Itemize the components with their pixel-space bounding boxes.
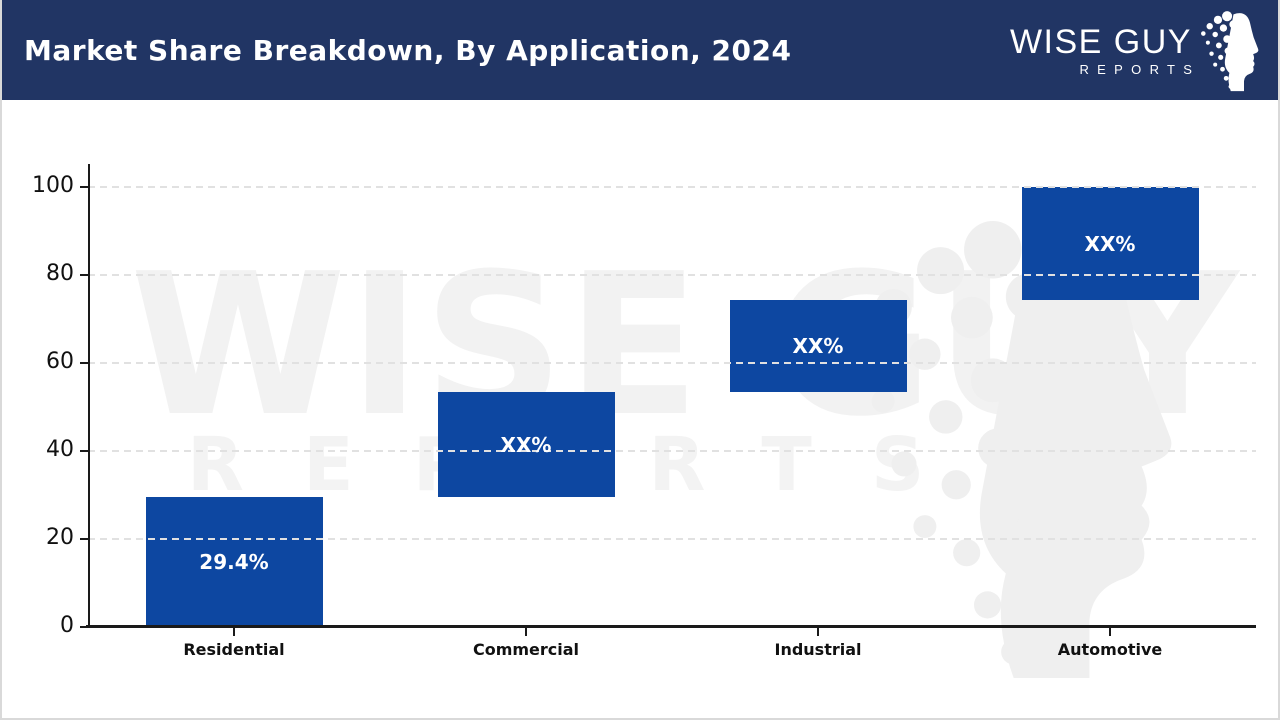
bar-value-label: XX% [500, 432, 552, 457]
y-tick-mark [80, 274, 88, 276]
x-tick-mark [817, 628, 819, 636]
x-tick-label: Residential [183, 640, 285, 659]
chart-title: Market Share Breakdown, By Application, … [24, 33, 792, 67]
bar-residential [145, 497, 323, 627]
logo-text: WISE GUY REPORTS [1010, 25, 1192, 76]
x-tick-label: Industrial [774, 640, 862, 659]
grid-line [88, 186, 1256, 188]
bar-industrial [729, 300, 907, 392]
x-tick-label: Commercial [472, 640, 580, 659]
y-tick-label: 0 [60, 613, 74, 638]
y-axis-line [88, 164, 90, 627]
grid-line [88, 538, 1256, 540]
y-tick-label: 20 [46, 525, 74, 550]
x-axis-line [86, 625, 1256, 628]
wise-guy-reports-logo: WISE GUY REPORTS [1010, 7, 1260, 93]
logo-wordmark: WISE GUY [1009, 22, 1192, 61]
x-tick-mark [233, 628, 235, 636]
y-tick-mark [80, 362, 88, 364]
dotted-head-icon [1201, 11, 1259, 92]
y-tick-mark [80, 186, 88, 188]
y-tick-mark [80, 450, 88, 452]
y-tick-label: 100 [32, 173, 74, 198]
bar-value-label: 29.4% [199, 550, 269, 574]
bar-value-label: XX% [1084, 231, 1136, 256]
y-tick-mark [80, 626, 88, 628]
grid-line [88, 274, 1256, 276]
x-tick-label: Automotive [1057, 640, 1163, 659]
x-tick-mark [525, 628, 527, 636]
bar-commercial [437, 392, 615, 497]
grid-line [88, 362, 1256, 364]
y-tick-label: 80 [46, 261, 74, 286]
y-tick-label: 60 [46, 349, 74, 374]
logo-subtitle: REPORTS [1079, 61, 1201, 77]
bar-automotive [1021, 187, 1199, 300]
y-tick-label: 40 [46, 437, 74, 462]
x-tick-mark [1109, 628, 1111, 636]
y-tick-mark [80, 538, 88, 540]
grid-line [88, 450, 1256, 452]
header-bar: Market Share Breakdown, By Application, … [2, 0, 1278, 100]
bar-value-label: XX% [792, 334, 844, 358]
